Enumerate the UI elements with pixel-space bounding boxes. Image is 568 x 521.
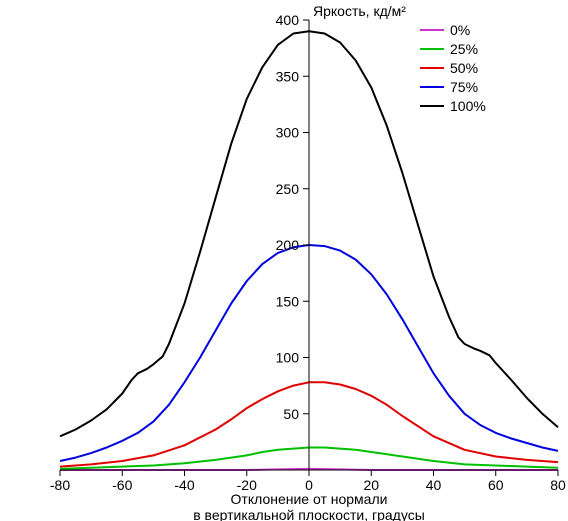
x-axis-label-1: Отклонение от нормали <box>231 491 388 507</box>
x-tick-label: 80 <box>550 477 566 493</box>
y-tick-label: 250 <box>276 181 300 197</box>
x-tick-label: 40 <box>426 477 442 493</box>
y-tick-label: 350 <box>276 68 300 84</box>
legend-label: 0% <box>450 22 470 38</box>
x-tick-label: -40 <box>174 477 194 493</box>
y-tick-label: 100 <box>276 350 300 366</box>
x-tick-label: -60 <box>112 477 132 493</box>
y-tick-label: 200 <box>276 237 300 253</box>
x-tick-label: -80 <box>50 477 70 493</box>
y-tick-label: 400 <box>276 12 300 28</box>
y-tick-label: 150 <box>276 293 300 309</box>
legend-label: 75% <box>450 79 478 95</box>
brightness-angle-chart: -80-60-40-200204060805010015020025030035… <box>0 0 568 521</box>
legend-label: 50% <box>450 60 478 76</box>
y-tick-label: 300 <box>276 125 300 141</box>
y-axis-label: Яркость, кд/м² <box>313 3 406 19</box>
x-axis-label-2: в вертикальной плоскости, градусы <box>193 507 425 521</box>
legend-label: 100% <box>450 98 486 114</box>
legend-label: 25% <box>450 41 478 57</box>
y-tick-label: 50 <box>283 406 299 422</box>
x-tick-label: 60 <box>488 477 504 493</box>
